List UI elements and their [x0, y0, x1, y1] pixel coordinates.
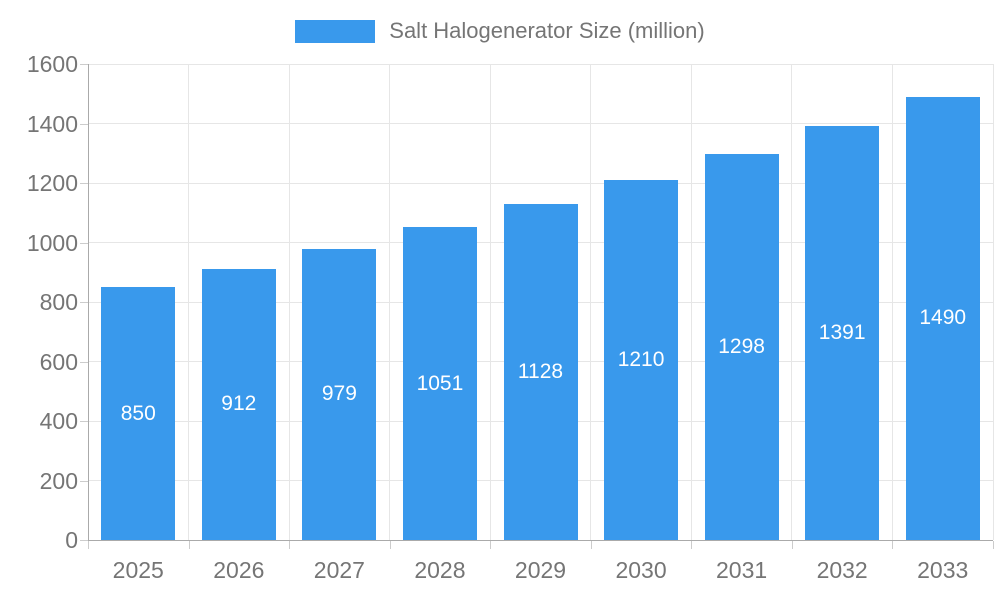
x-gridline: [590, 64, 592, 540]
legend[interactable]: Salt Halogenerator Size (million): [0, 18, 1000, 44]
bar-value-label: 1298: [718, 334, 765, 358]
legend-swatch: [295, 19, 376, 43]
bar-value-label: 850: [120, 401, 156, 425]
x-axis-tick: [88, 541, 89, 549]
x-axis-tick: [791, 541, 793, 549]
x-gridline: [389, 64, 391, 540]
y-axis-tick: [80, 123, 88, 125]
y-axis-tick: [80, 242, 88, 244]
bar-value-label: 1391: [818, 321, 866, 345]
bar-2031[interactable]: 1298: [704, 153, 779, 540]
x-axis-label: 2025: [112, 557, 164, 583]
y-axis-label: 1600: [26, 51, 78, 77]
y-axis-tick: [80, 302, 88, 303]
bar-2025[interactable]: 850: [101, 287, 176, 540]
x-gridline: [288, 64, 290, 540]
x-axis-label: 2026: [213, 557, 265, 583]
bar-value-label: 979: [321, 382, 357, 406]
bar-value-label: 1051: [416, 371, 464, 395]
y-axis-tick: [80, 540, 88, 541]
bar-value-label: 912: [221, 392, 257, 416]
x-gridline: [791, 64, 793, 540]
x-axis-tick: [691, 541, 693, 549]
x-gridline: [992, 64, 994, 540]
x-axis-tick: [389, 541, 391, 549]
bar-2032[interactable]: 1391: [805, 126, 880, 540]
x-axis-label: 2033: [917, 557, 969, 583]
bar-value-label: 1210: [617, 348, 665, 372]
y-axis-tick: [80, 361, 88, 363]
x-axis-tick: [993, 541, 994, 549]
bar-2027[interactable]: 979: [302, 248, 377, 540]
x-axis-label: 2027: [313, 557, 365, 583]
x-axis-tick: [289, 541, 291, 549]
y-axis-tick: [80, 480, 88, 482]
y-axis-label: 0: [65, 527, 78, 553]
y-gridline: [88, 63, 993, 65]
y-axis-line: [88, 64, 89, 540]
x-axis-label: 2032: [816, 557, 868, 583]
bar-2030[interactable]: 1210: [604, 180, 679, 540]
bar-2026[interactable]: 912: [201, 268, 276, 540]
x-gridline: [188, 64, 190, 540]
x-gridline: [489, 64, 491, 540]
x-axis-label: 2030: [615, 557, 667, 583]
x-axis-line: [88, 540, 993, 541]
legend-label: Salt Halogenerator Size (million): [389, 18, 705, 43]
x-gridline: [690, 64, 692, 540]
y-axis-label: 800: [39, 289, 78, 315]
y-axis-label: 1200: [26, 170, 78, 196]
bar-value-label: 1490: [919, 306, 967, 330]
x-gridline: [891, 64, 893, 540]
x-axis-tick: [892, 541, 894, 549]
bar-2028[interactable]: 1051: [402, 227, 477, 540]
y-axis-label: 200: [39, 467, 78, 494]
y-gridline: [88, 182, 993, 184]
bar-2033[interactable]: 1490: [905, 96, 980, 540]
x-axis-tick: [490, 541, 492, 549]
y-axis-label: 1400: [26, 110, 78, 137]
y-axis-tick: [80, 183, 88, 184]
y-gridline: [88, 123, 993, 124]
x-axis-label: 2031: [716, 557, 768, 583]
x-axis-label: 2028: [414, 557, 466, 583]
bar-value-label: 1128: [517, 360, 564, 384]
x-axis-tick: [188, 541, 190, 549]
y-axis-label: 1000: [26, 229, 78, 256]
y-axis-label: 600: [39, 348, 78, 375]
y-axis-tick: [80, 64, 88, 65]
y-axis-label: 400: [39, 408, 78, 434]
x-axis-tick: [590, 541, 592, 549]
y-axis-tick: [80, 421, 88, 422]
x-axis-label: 2029: [514, 557, 567, 583]
plot-area: 850 912 979 1051 1128 1210 1298 1391 1490: [88, 63, 994, 540]
bar-2029[interactable]: 1128: [503, 204, 578, 540]
